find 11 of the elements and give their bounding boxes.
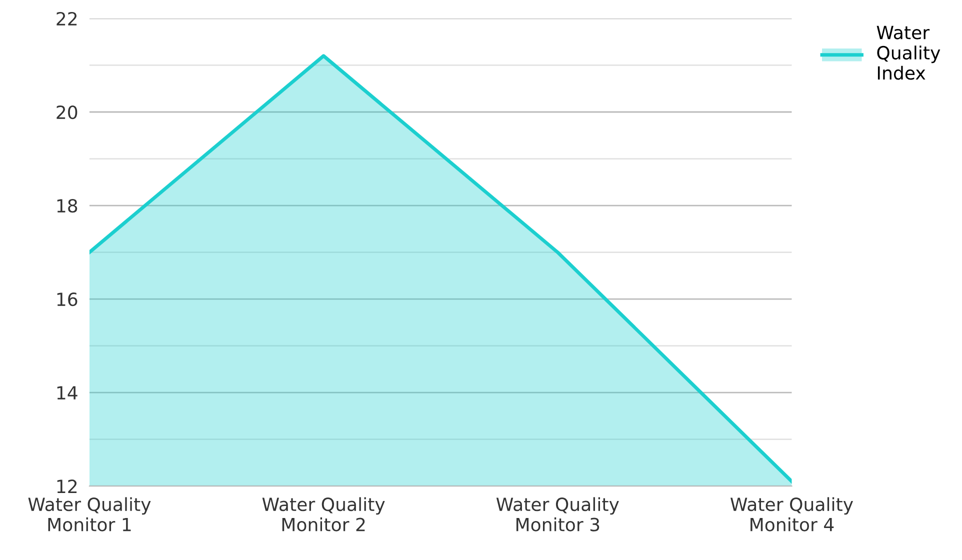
x-tick-label: Water Quality Monitor 3 xyxy=(496,497,619,532)
legend-label: Water Quality Index xyxy=(876,26,940,80)
y-tick-label: 16 xyxy=(57,292,78,306)
y-tick-label: 12 xyxy=(57,480,77,493)
y-tick-label: 20 xyxy=(56,105,78,120)
y-tick-label: 14 xyxy=(57,386,78,400)
x-tick-label: Water Quality Monitor 2 xyxy=(262,497,385,532)
x-tick-label: Water Quality Monitor 1 xyxy=(28,497,151,532)
x-tick-label: Water Quality Monitor 4 xyxy=(730,497,854,532)
y-tick-label: 22 xyxy=(56,12,77,26)
y-tick-label: 18 xyxy=(57,198,78,213)
